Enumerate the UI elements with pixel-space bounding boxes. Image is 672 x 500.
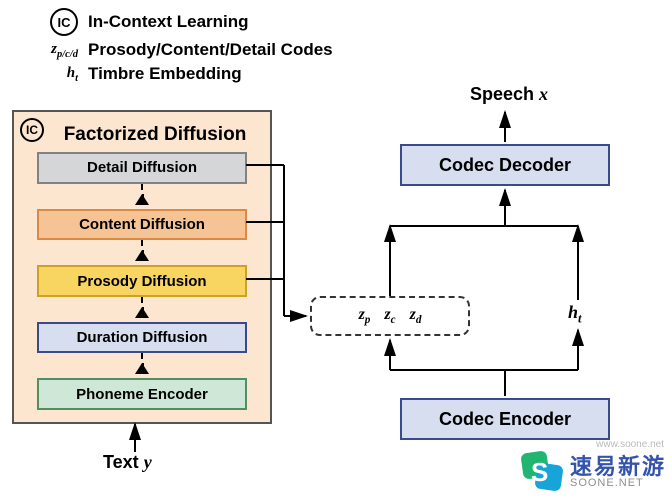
stage-duration: Duration Diffusion [37, 322, 247, 354]
legend-row-timbre: ht Timbre Embedding [20, 64, 333, 84]
watermark-cn: 速易新游 [570, 456, 666, 478]
codes-symbol: zp/c/d [20, 41, 78, 60]
watermark: S 速易新游 SOONE.NET [520, 450, 666, 494]
factorized-diffusion-box: IC Factorized Diffusion Detail Diffusion… [12, 110, 272, 424]
codec-encoder-block: Codec Encoder [400, 398, 610, 440]
speech-x-label: Speech x [470, 84, 548, 105]
factorized-title: Factorized Diffusion [64, 124, 247, 146]
arrow-icon [135, 250, 149, 261]
zd: zd [410, 306, 422, 326]
stage-prosody: Prosody Diffusion [37, 265, 247, 297]
ic-badge: IC [50, 8, 78, 36]
codec-decoder-block: Codec Decoder [400, 144, 610, 186]
codes-text: Prosody/Content/Detail Codes [88, 40, 333, 60]
arrow-icon [135, 363, 149, 374]
watermark-url: www.soone.net [596, 439, 664, 450]
arrow-icon [135, 194, 149, 205]
ht-label: ht [568, 302, 582, 327]
ic-corner-badge: IC [20, 118, 44, 142]
text-y-label: Text y [103, 452, 152, 473]
ic-text: In-Context Learning [88, 12, 249, 32]
stage-detail: Detail Diffusion [37, 152, 247, 184]
zc: zc [384, 306, 395, 326]
latent-codes-box: zp zc zd [310, 296, 470, 336]
timbre-symbol: ht [20, 65, 78, 84]
watermark-en: SOONE.NET [570, 478, 666, 489]
watermark-logo-icon: S [520, 450, 564, 494]
arrow-icon [135, 307, 149, 318]
timbre-text: Timbre Embedding [88, 64, 242, 84]
stage-phoneme: Phoneme Encoder [37, 378, 247, 410]
ic-symbol: IC [20, 8, 78, 36]
legend-row-codes: zp/c/d Prosody/Content/Detail Codes [20, 40, 333, 60]
zp: zp [359, 306, 371, 326]
stage-content: Content Diffusion [37, 209, 247, 241]
legend: IC In-Context Learning zp/c/d Prosody/Co… [20, 8, 333, 88]
legend-row-ic: IC In-Context Learning [20, 8, 333, 36]
